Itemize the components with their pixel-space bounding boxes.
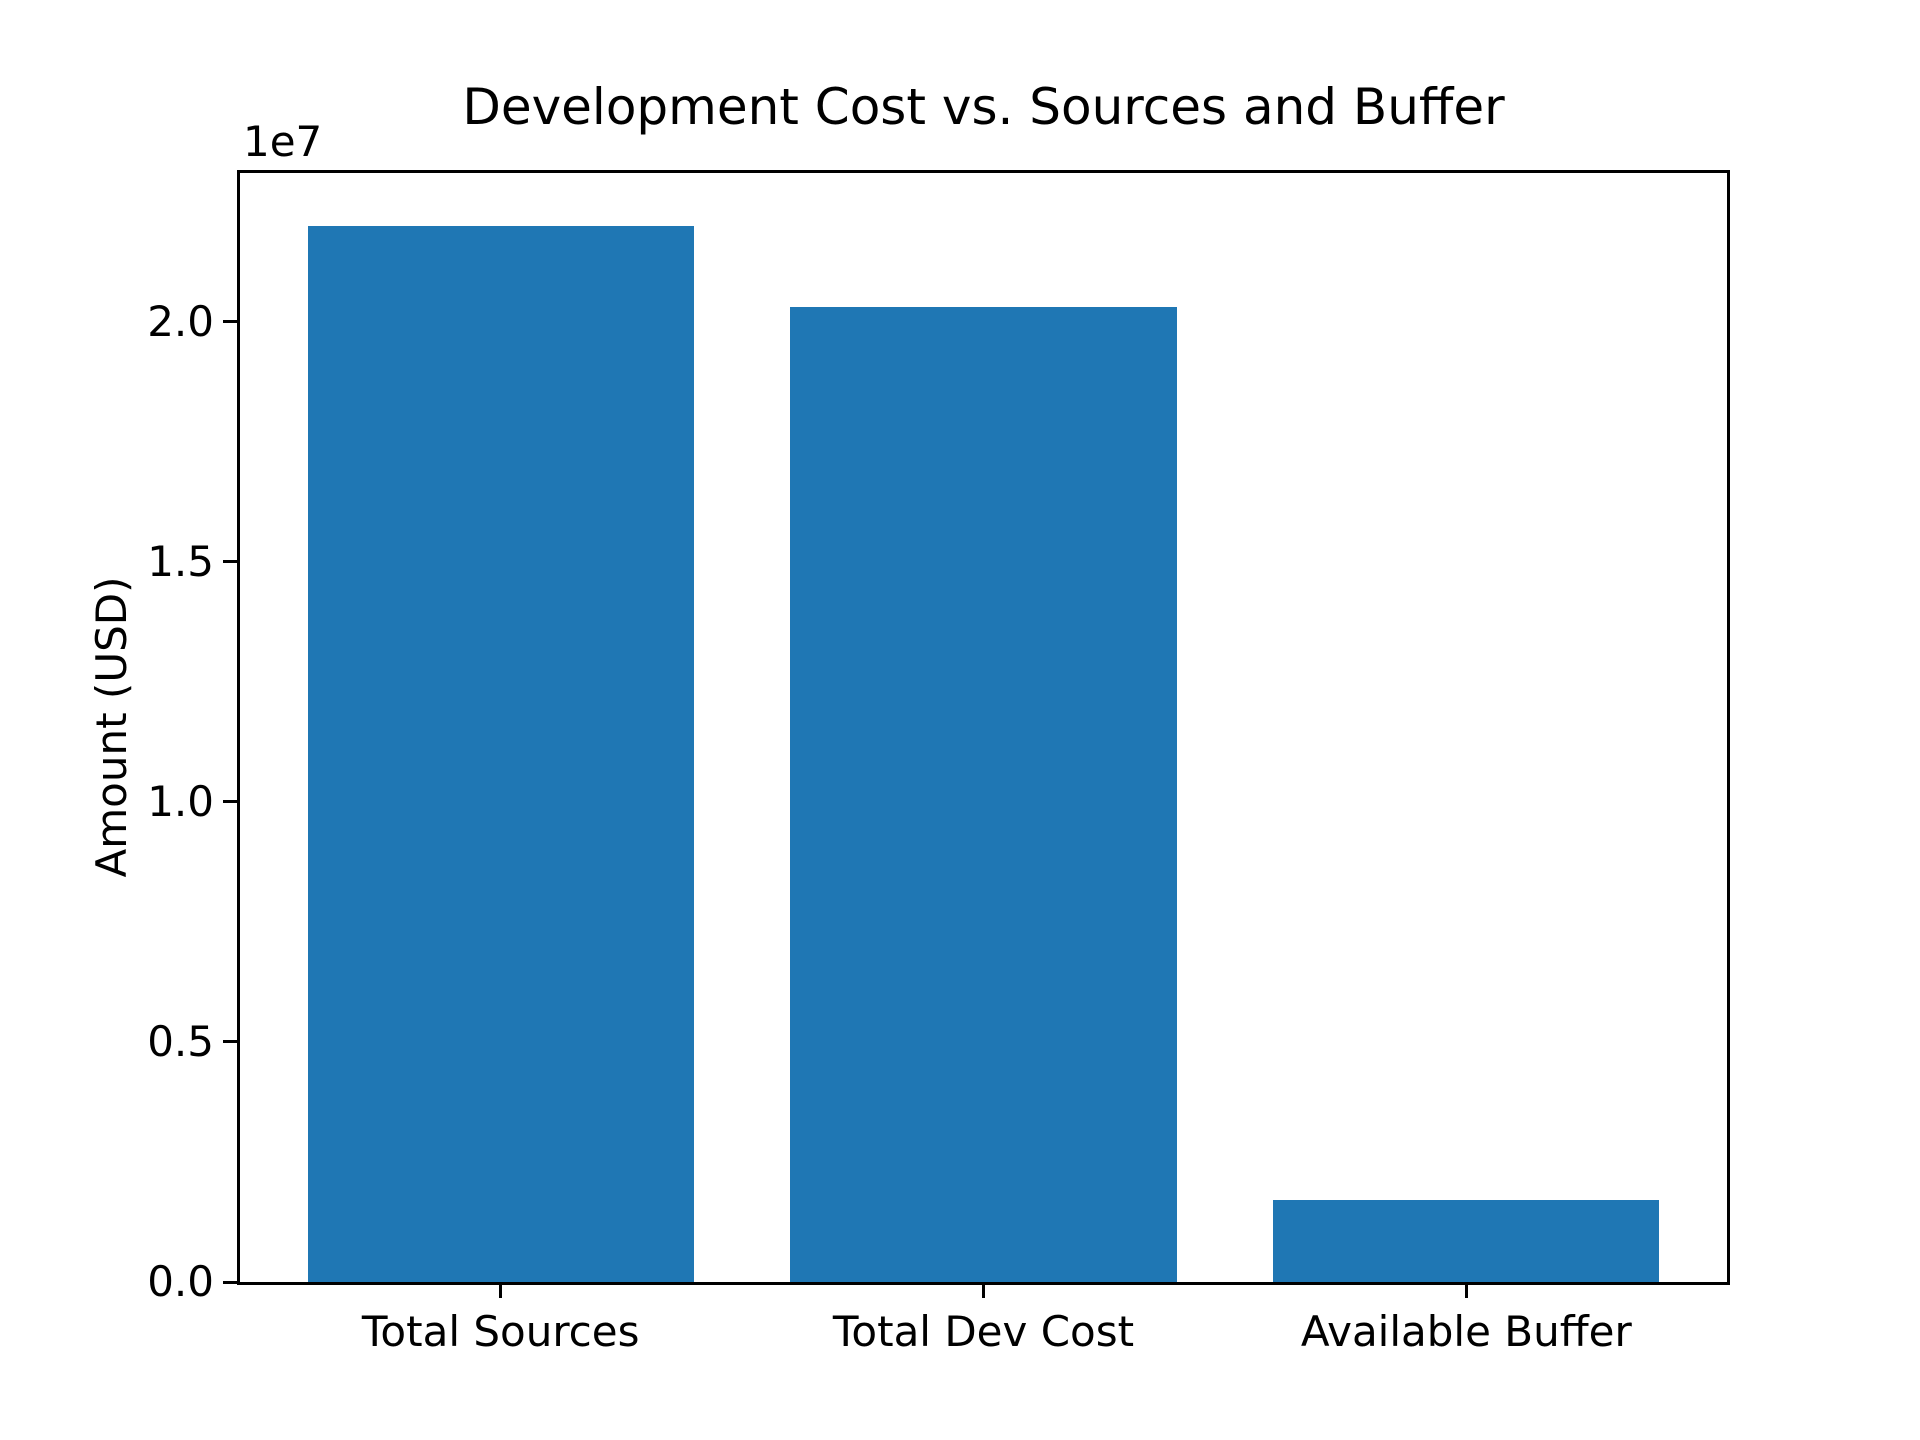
x-tick-label-total-sources: Total Sources [361, 1307, 640, 1356]
y-tick-mark [223, 560, 237, 564]
bar-available-buffer [1273, 1200, 1660, 1282]
x-tick-mark [982, 1284, 985, 1298]
y-tick-label: 0.5 [147, 1016, 214, 1066]
y-tick-label: 2.0 [147, 296, 214, 346]
y-axis-label: Amount (USD) [87, 576, 136, 878]
bar-total-dev-cost [790, 307, 1177, 1282]
y-axis-offset-label: 1e7 [243, 117, 323, 166]
plot-area [237, 170, 1730, 1285]
y-tick-label: 0.0 [147, 1257, 214, 1306]
y-tick-mark [223, 800, 237, 804]
y-tick-mark [223, 1280, 237, 1284]
x-tick-label-available-buffer: Available Buffer [1300, 1307, 1632, 1356]
x-tick-label-total-dev-cost: Total Dev Cost [832, 1307, 1135, 1356]
y-tick-label: 1.0 [147, 776, 214, 826]
y-tick-mark [223, 1040, 237, 1044]
x-tick-mark [499, 1284, 503, 1298]
chart-title: Development Cost vs. Sources and Buffer [462, 78, 1505, 136]
bar-total-sources [307, 225, 694, 1282]
y-tick-mark [223, 320, 237, 324]
x-tick-mark [1464, 1284, 1468, 1298]
y-tick-label: 1.5 [147, 536, 214, 586]
